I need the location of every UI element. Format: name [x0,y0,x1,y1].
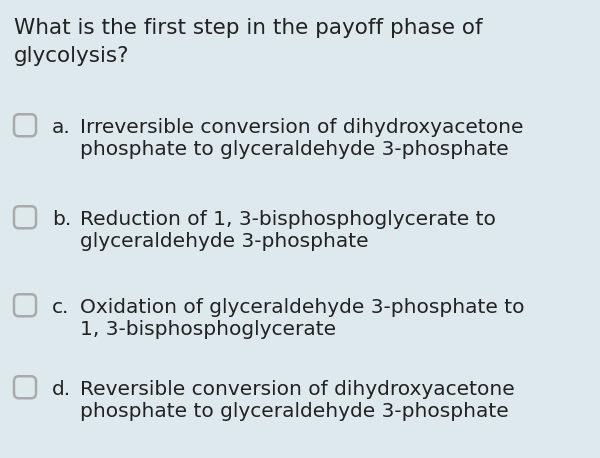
Text: glycolysis?: glycolysis? [14,46,130,66]
Text: Oxidation of glyceraldehyde 3-phosphate to: Oxidation of glyceraldehyde 3-phosphate … [80,298,524,317]
Text: a.: a. [52,118,71,137]
Text: Reversible conversion of dihydroxyacetone: Reversible conversion of dihydroxyaceton… [80,380,515,399]
Text: phosphate to glyceraldehyde 3-phosphate: phosphate to glyceraldehyde 3-phosphate [80,402,509,421]
Text: phosphate to glyceraldehyde 3-phosphate: phosphate to glyceraldehyde 3-phosphate [80,140,509,159]
Text: b.: b. [52,210,71,229]
FancyBboxPatch shape [14,376,36,398]
Text: What is the first step in the payoff phase of: What is the first step in the payoff pha… [14,18,482,38]
FancyBboxPatch shape [14,206,36,228]
FancyBboxPatch shape [14,114,36,136]
Text: c.: c. [52,298,70,317]
Text: glyceraldehyde 3-phosphate: glyceraldehyde 3-phosphate [80,232,368,251]
Text: Reduction of 1, 3-bisphosphoglycerate to: Reduction of 1, 3-bisphosphoglycerate to [80,210,496,229]
FancyBboxPatch shape [14,294,36,316]
Text: d.: d. [52,380,71,399]
Text: Irreversible conversion of dihydroxyacetone: Irreversible conversion of dihydroxyacet… [80,118,523,137]
Text: 1, 3-bisphosphoglycerate: 1, 3-bisphosphoglycerate [80,320,336,339]
